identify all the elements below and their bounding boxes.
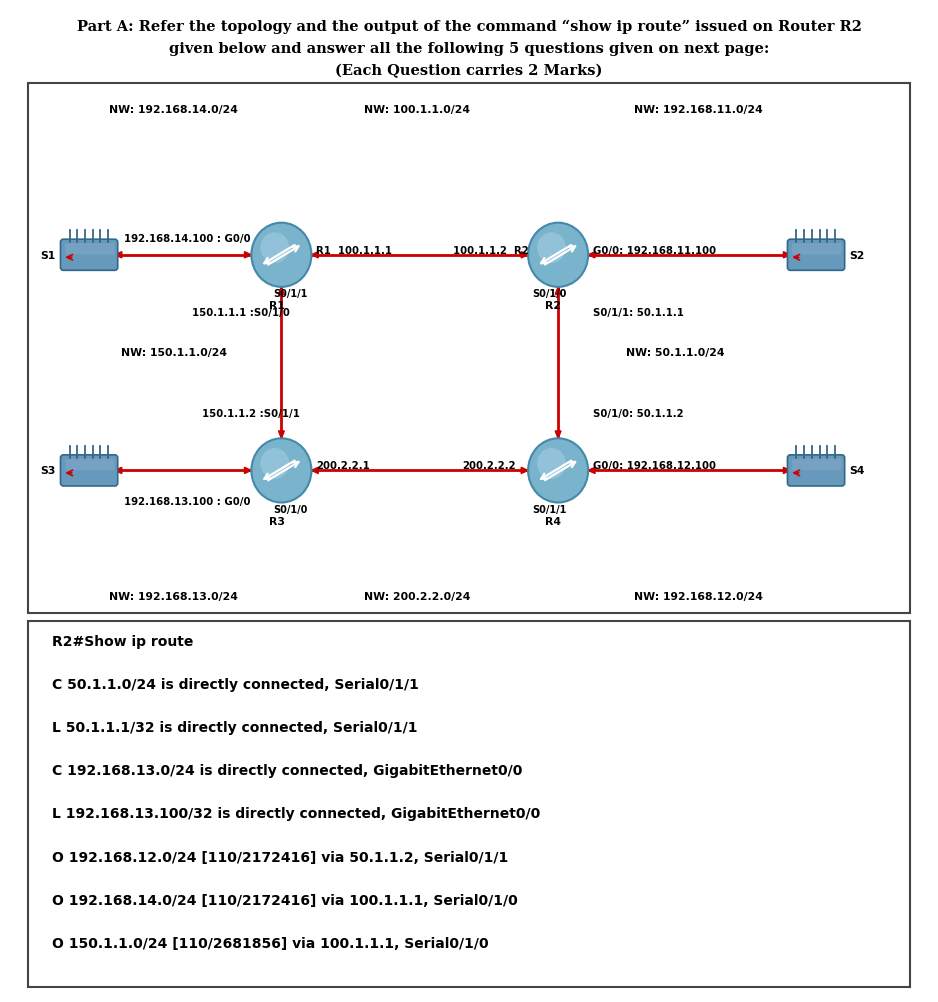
Text: R2: R2 [545,301,562,311]
FancyBboxPatch shape [787,239,845,271]
Text: NW: 192.168.13.0/24: NW: 192.168.13.0/24 [109,591,238,601]
Text: NW: 50.1.1.0/24: NW: 50.1.1.0/24 [626,348,725,358]
Text: 100.1.1.2  R2: 100.1.1.2 R2 [453,245,529,256]
Text: S3: S3 [40,466,56,476]
Text: R1: R1 [269,301,284,311]
Polygon shape [555,432,561,439]
Circle shape [528,439,588,503]
Text: S0/1/1: S0/1/1 [532,504,567,514]
Text: 200.2.2.2: 200.2.2.2 [462,461,516,471]
Circle shape [251,223,311,288]
Text: R1  100.1.1.1: R1 100.1.1.1 [316,245,392,256]
Polygon shape [311,468,318,474]
Circle shape [537,233,566,264]
Text: 200.2.2.1: 200.2.2.1 [316,461,370,471]
Circle shape [261,233,289,264]
Text: O 150.1.1.0/24 [110/2681856] via 100.1.1.1, Serial0/1/0: O 150.1.1.0/24 [110/2681856] via 100.1.1… [52,936,488,950]
FancyBboxPatch shape [787,455,845,486]
Text: NW: 200.2.2.0/24: NW: 200.2.2.0/24 [364,591,471,601]
Text: S1: S1 [40,250,56,261]
Polygon shape [588,468,595,474]
Text: S0/1/0: S0/1/0 [532,289,567,299]
Polygon shape [279,288,284,295]
Polygon shape [783,468,790,474]
Text: O 192.168.12.0/24 [110/2172416] via 50.1.1.2, Serial0/1/1: O 192.168.12.0/24 [110/2172416] via 50.1… [52,850,507,864]
Polygon shape [555,288,561,295]
Polygon shape [783,253,790,259]
Text: (Each Question carries 2 Marks): (Each Question carries 2 Marks) [335,64,603,78]
Circle shape [251,439,311,503]
Text: 150.1.1.1 :S0/1/0: 150.1.1.1 :S0/1/0 [192,308,290,318]
Polygon shape [588,253,595,259]
Polygon shape [522,253,528,259]
Text: NW: 192.168.12.0/24: NW: 192.168.12.0/24 [634,591,764,601]
Text: 150.1.1.2 :S0/1/1: 150.1.1.2 :S0/1/1 [202,409,299,419]
Polygon shape [114,253,122,259]
Polygon shape [245,253,251,259]
FancyBboxPatch shape [66,459,114,471]
Polygon shape [522,468,528,474]
FancyBboxPatch shape [60,239,117,271]
Text: NW: 150.1.1.0/24: NW: 150.1.1.0/24 [120,348,227,358]
Text: S0/1/0: 50.1.1.2: S0/1/0: 50.1.1.2 [593,409,684,419]
Text: given below and answer all the following 5 questions given on next page:: given below and answer all the following… [169,42,769,56]
FancyBboxPatch shape [66,243,114,256]
Text: L 50.1.1.1/32 is directly connected, Serial0/1/1: L 50.1.1.1/32 is directly connected, Ser… [52,720,417,734]
Circle shape [537,449,566,479]
Text: C 192.168.13.0/24 is directly connected, GigabitEthernet0/0: C 192.168.13.0/24 is directly connected,… [52,764,522,778]
Text: S2: S2 [849,250,865,261]
Text: R2#Show ip route: R2#Show ip route [52,634,193,648]
Text: G0/0: 192.168.12.100: G0/0: 192.168.12.100 [593,461,716,471]
Text: 192.168.14.100 : G0/0: 192.168.14.100 : G0/0 [125,233,250,243]
Text: S0/1/1: 50.1.1.1: S0/1/1: 50.1.1.1 [593,308,684,318]
Circle shape [261,449,289,479]
Polygon shape [245,468,251,474]
Text: S0/1/1: S0/1/1 [273,289,308,299]
Text: NW: 100.1.1.0/24: NW: 100.1.1.0/24 [364,105,471,115]
Text: C 50.1.1.0/24 is directly connected, Serial0/1/1: C 50.1.1.0/24 is directly connected, Ser… [52,677,418,691]
Text: G0/0: 192.168.11.100: G0/0: 192.168.11.100 [593,245,716,256]
Bar [28,621,910,987]
Text: NW: 192.168.14.0/24: NW: 192.168.14.0/24 [109,105,238,115]
Polygon shape [311,253,318,259]
Text: NW: 192.168.11.0/24: NW: 192.168.11.0/24 [634,105,764,115]
Text: O 192.168.14.0/24 [110/2172416] via 100.1.1.1, Serial0/1/0: O 192.168.14.0/24 [110/2172416] via 100.… [52,893,518,907]
Text: R4: R4 [545,516,562,526]
Circle shape [528,223,588,288]
Text: Part A: Refer the topology and the output of the command “show ip route” issued : Part A: Refer the topology and the outpu… [77,20,861,34]
FancyBboxPatch shape [792,459,841,471]
Text: R3: R3 [268,516,285,526]
Polygon shape [279,432,284,439]
Bar [28,84,910,613]
FancyBboxPatch shape [60,455,117,486]
Text: L 192.168.13.100/32 is directly connected, GigabitEthernet0/0: L 192.168.13.100/32 is directly connecte… [52,807,540,821]
Text: 192.168.13.100 : G0/0: 192.168.13.100 : G0/0 [125,497,250,506]
Text: S4: S4 [849,466,865,476]
FancyBboxPatch shape [792,243,841,256]
Text: S0/1/0: S0/1/0 [273,504,308,514]
Polygon shape [114,468,122,474]
